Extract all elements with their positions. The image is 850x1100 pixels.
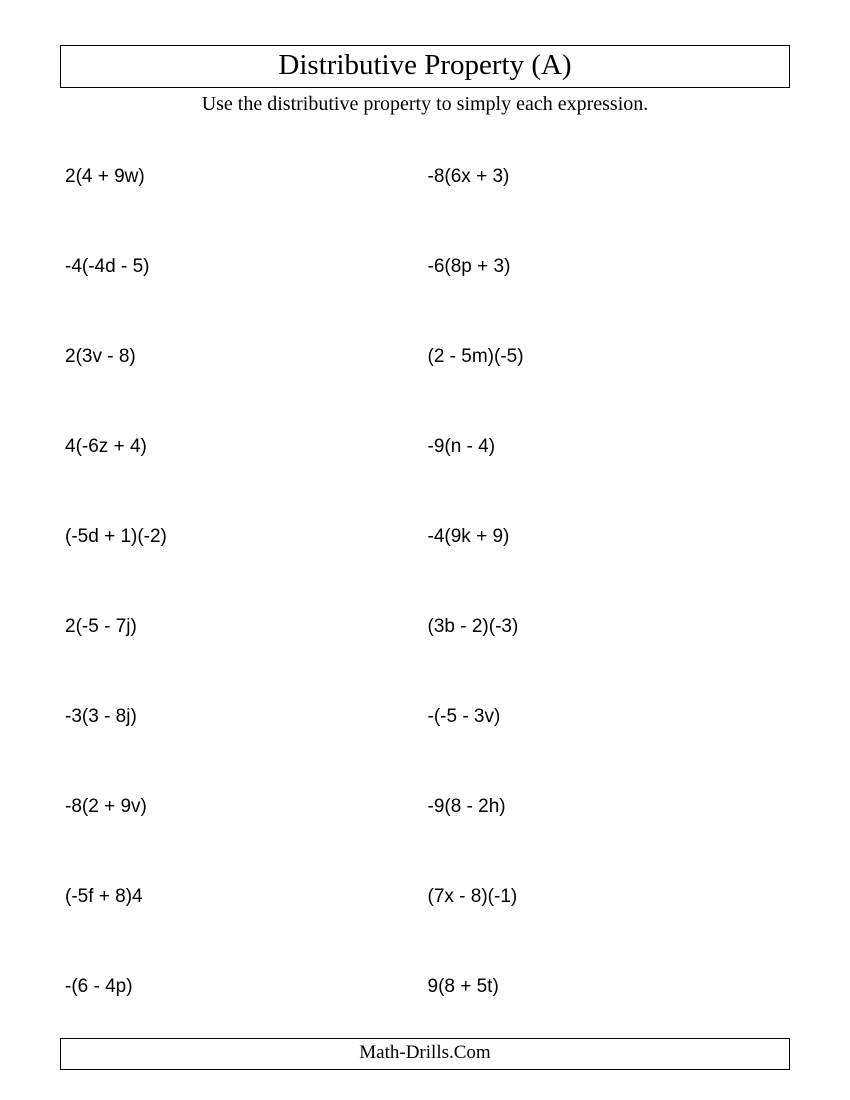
problems-grid: 2(4 + 9w) -8(6x + 3) -4(-4d - 5) -6(8p +… (60, 166, 790, 998)
problem-row: -(6 - 4p) 9(8 + 5t) (65, 976, 790, 998)
problem-cell: -6(8p + 3) (428, 256, 791, 278)
problem-cell: (-5d + 1)(-2) (65, 526, 428, 548)
problem-cell: 9(8 + 5t) (428, 976, 791, 998)
problem-cell: 2(4 + 9w) (65, 166, 428, 188)
problem-row: (-5d + 1)(-2) -4(9k + 9) (65, 526, 790, 548)
problem-cell: -4(9k + 9) (428, 526, 791, 548)
problem-cell: 2(3v - 8) (65, 346, 428, 368)
problem-cell: -8(2 + 9v) (65, 796, 428, 818)
problem-cell: (-5f + 8)4 (65, 886, 428, 908)
footer-text: Math-Drills.Com (61, 1042, 789, 1064)
problem-cell: (7x - 8)(-1) (428, 886, 791, 908)
problem-row: 2(3v - 8) (2 - 5m)(-5) (65, 346, 790, 368)
problem-cell: -9(8 - 2h) (428, 796, 791, 818)
problem-cell: 4(-6z + 4) (65, 436, 428, 458)
problem-row: -3(3 - 8j) -(-5 - 3v) (65, 706, 790, 728)
footer-box: Math-Drills.Com (60, 1038, 790, 1070)
problem-row: 2(4 + 9w) -8(6x + 3) (65, 166, 790, 188)
instruction-text: Use the distributive property to simply … (60, 93, 790, 116)
problem-row: (-5f + 8)4 (7x - 8)(-1) (65, 886, 790, 908)
problem-cell: -8(6x + 3) (428, 166, 791, 188)
problem-cell: (3b - 2)(-3) (428, 616, 791, 638)
problem-cell: -3(3 - 8j) (65, 706, 428, 728)
problem-cell: -4(-4d - 5) (65, 256, 428, 278)
problem-cell: -(6 - 4p) (65, 976, 428, 998)
problem-row: 4(-6z + 4) -9(n - 4) (65, 436, 790, 458)
worksheet-title: Distributive Property (A) (61, 49, 789, 82)
problem-row: -8(2 + 9v) -9(8 - 2h) (65, 796, 790, 818)
title-box: Distributive Property (A) (60, 45, 790, 88)
problem-cell: -9(n - 4) (428, 436, 791, 458)
problem-cell: -(-5 - 3v) (428, 706, 791, 728)
problem-cell: 2(-5 - 7j) (65, 616, 428, 638)
problem-cell: (2 - 5m)(-5) (428, 346, 791, 368)
problem-row: -4(-4d - 5) -6(8p + 3) (65, 256, 790, 278)
problem-row: 2(-5 - 7j) (3b - 2)(-3) (65, 616, 790, 638)
